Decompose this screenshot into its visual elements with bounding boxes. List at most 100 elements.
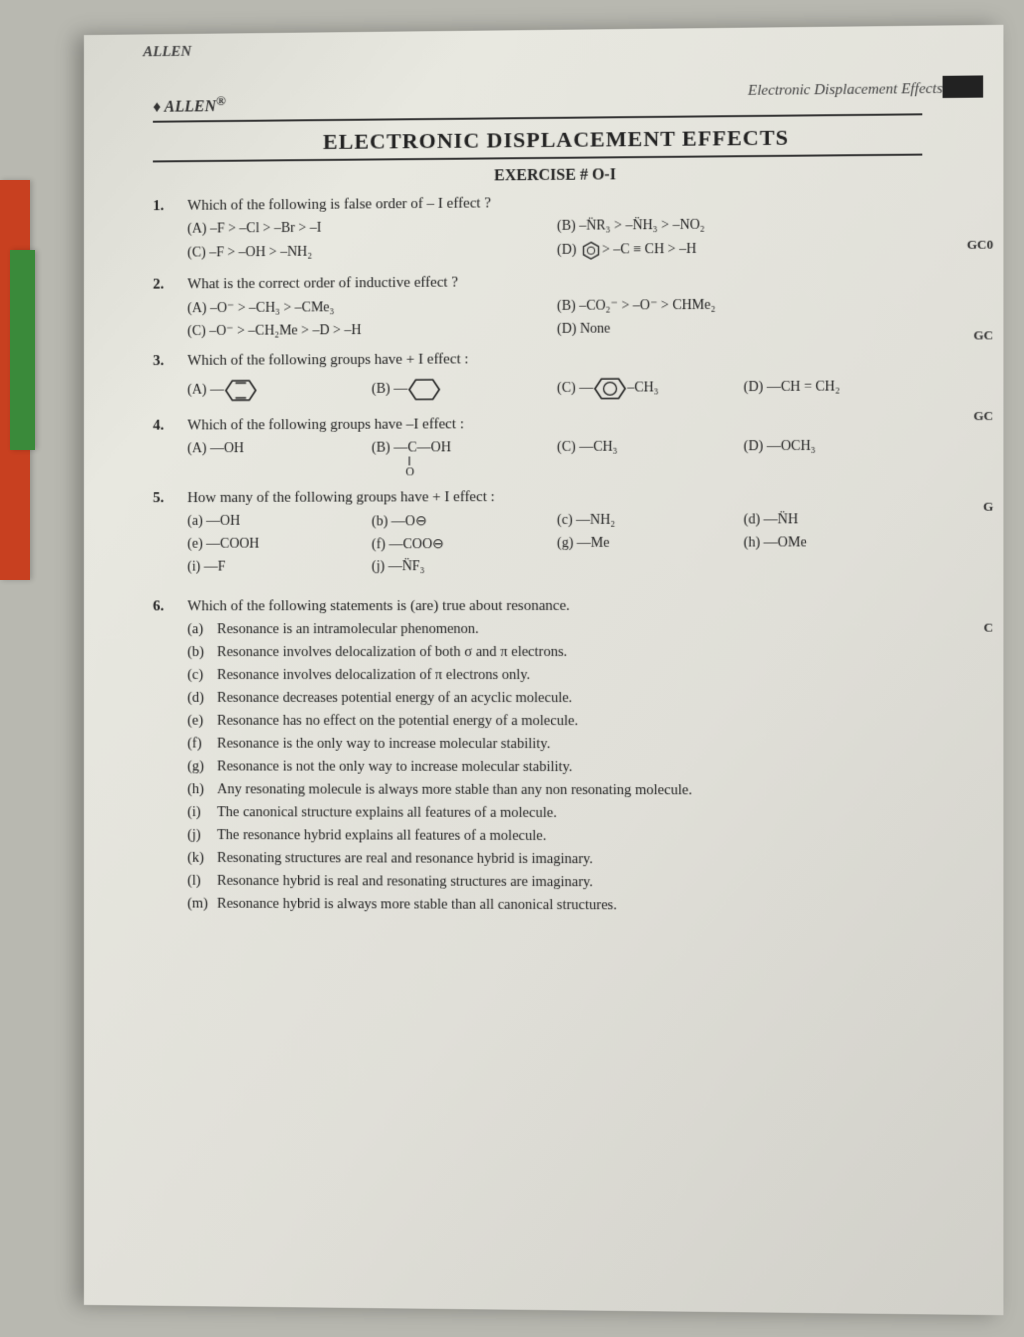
q6-stmt-text: Any resonating molecule is always more s… (217, 782, 692, 800)
q6-stmt-label: (d) (187, 690, 217, 707)
q6-stmt-text: Resonance is the only way to increase mo… (217, 736, 550, 753)
q4-num: 4. (153, 418, 188, 435)
q1-text: Which of the following is false order of… (187, 192, 962, 215)
q3-text: Which of the following groups have + I e… (187, 349, 962, 370)
side-tab-green (10, 250, 35, 450)
q5-opt-f: (f) —COO⊖ (372, 536, 557, 553)
q6-stmt-label: (j) (187, 827, 217, 844)
q6-stmt-label: (g) (187, 759, 217, 776)
q1-opt-b: (B) –N̈R₃ > –N̈H₃ > –NO₂ (557, 216, 931, 235)
q4-opt-c: (C) —CH₃ (557, 440, 744, 457)
q6-stmt: (i)The canonical structure explains all … (187, 804, 962, 823)
q6-stmt-label: (h) (187, 782, 217, 799)
page-title: ELECTRONIC DISPLACEMENT EFFECTS (153, 123, 963, 156)
q6-stmt-text: Resonance has no effect on the potential… (217, 713, 578, 730)
q5-opt-e: (e) —COOH (187, 537, 371, 554)
brand-top: ALLEN (143, 44, 192, 61)
q5-opt-b: (b) —O⊖ (372, 513, 557, 530)
q6-stmt-text: Resonance involves delocalization of bot… (217, 644, 567, 661)
q3-opt-d: (D) —CH = CH₂ (744, 373, 932, 402)
q3-a-label: (A) (187, 383, 206, 399)
q6-stmt-label: (l) (187, 873, 217, 890)
q6-stmt-text: Resonance is an intramolecular phenomeno… (217, 621, 479, 638)
page: ALLEN ♦ ALLEN® Electronic Displacement E… (84, 25, 1003, 1315)
q3-opt-a: (A) — (187, 376, 371, 405)
q6-stmt-text: Resonance hybrid is real and resonating … (217, 873, 593, 891)
q4-opt-d: (D) —OCH₃ (744, 439, 932, 456)
question-3: 3. Which of the following groups have + … (153, 349, 963, 370)
q4-opt-b: (B) — C ‖ O —OH (372, 440, 557, 457)
q4-b-o: O (406, 465, 415, 480)
edge-code-1: GC0 (967, 237, 993, 253)
q5-options: (a) —OH (b) —O⊖ (c) —NH₂ (d) —N̈H (e) —C… (187, 509, 962, 579)
edge-code-2: GC (973, 327, 993, 343)
q4-text: Which of the following groups have –I ef… (187, 414, 962, 434)
phenyl-icon (593, 375, 627, 403)
header-blackbox (943, 75, 984, 98)
edge-code-4: G (983, 499, 993, 515)
exercise-label: EXERCISE # O-I (153, 164, 963, 189)
q6-stmt-label: (m) (187, 896, 217, 913)
q6-stmt: (d)Resonance decreases potential energy … (187, 690, 962, 707)
q6-stmt-text: Resonating structures are real and reson… (217, 850, 593, 868)
q6-stmt-label: (c) (187, 667, 217, 684)
q1-opt-c: (C) –F > –OH > –NH₂ (187, 241, 557, 264)
question-6: 6. Which of the following statements is … (153, 598, 963, 616)
q1-d-suffix: > –C ≡ CH > –H (602, 242, 696, 259)
q3-opt-c: (C) — –CH₃ (557, 374, 744, 403)
q4-opt-a: (A) —OH (187, 441, 371, 458)
q5-text: How many of the following groups have + … (187, 488, 962, 507)
q3-b-label: (B) (372, 382, 391, 398)
q5-opt-j: (j) —N̈F₃ (372, 559, 557, 575)
q5-num: 5. (153, 490, 188, 507)
cyclohexyl-icon (408, 376, 442, 404)
benzene-icon (580, 241, 602, 261)
q2-opt-b: (B) –CO₂⁻ > –O⁻ > CHMe₂ (557, 296, 931, 315)
q2-opt-d: (D) None (557, 319, 931, 338)
q2-opt-a: (A) –O⁻ > –CH₃ > –CMe₃ (187, 298, 557, 317)
q2-options: (A) –O⁻ > –CH₃ > –CMe₃ (B) –CO₂⁻ > –O⁻ >… (187, 293, 962, 344)
q6-stmt: (h)Any resonating molecule is always mor… (187, 782, 962, 801)
edge-code-5: C (984, 620, 994, 636)
q4-options: (A) —OH (B) — C ‖ O —OH (C) —CH₃ (D) —OC… (187, 436, 962, 461)
question-5: 5. How many of the following groups have… (153, 488, 963, 507)
q6-text: Which of the following statements is (ar… (187, 598, 962, 616)
q6-stmt: (b)Resonance involves delocalization of … (187, 644, 962, 661)
q6-stmt: (a)Resonance is an intramolecular phenom… (187, 621, 962, 639)
question-1: 1. Which of the following is false order… (153, 192, 963, 216)
q6-stmt: (f)Resonance is the only way to increase… (187, 736, 962, 754)
q3-c-suffix: –CH₃ (627, 381, 658, 397)
q4-b-prefix: (B) — (372, 441, 408, 457)
q2-text: What is the correct order of inductive e… (187, 271, 962, 293)
q5-opt-g: (g) —Me (557, 536, 744, 553)
q6-stmt-text: Resonance is not the only way to increas… (217, 759, 572, 777)
q6-stmt-text: Resonance decreases potential energy of … (217, 690, 572, 707)
q5-opt-c: (c) —NH₂ (557, 513, 744, 531)
header-right: Electronic Displacement Effects (748, 81, 943, 100)
cyclohexadienyl-icon (224, 377, 258, 405)
q6-stmt-label: (a) (187, 622, 217, 639)
q1-opt-d: (D) > –C ≡ CH > –H (557, 238, 931, 261)
q6-stmt-label: (f) (187, 736, 217, 753)
q6-stmt: (e)Resonance has no effect on the potent… (187, 713, 962, 731)
q6-stmt-label: (i) (187, 804, 217, 821)
q2-opt-c: (C) –O⁻ > –CH₂Me > –D > –H (187, 321, 557, 340)
q6-stmt: (m)Resonance hybrid is always more stabl… (187, 896, 962, 916)
question-2: 2. What is the correct order of inductiv… (153, 271, 963, 293)
question-4: 4. Which of the following groups have –I… (153, 414, 963, 434)
q6-stmt-label: (b) (187, 644, 217, 661)
q1-d-prefix: (D) (557, 243, 576, 259)
edge-code-3: GC (973, 408, 993, 424)
q6-stmt: (l)Resonance hybrid is real and resonati… (187, 873, 962, 893)
q6-stmt-text: The canonical structure explains all fea… (217, 805, 557, 823)
q6-num: 6. (153, 599, 188, 616)
q1-num: 1. (153, 198, 188, 215)
q5-opt-i: (i) —F (187, 560, 371, 576)
q5-opt-d: (d) —N̈H (744, 512, 932, 530)
q6-stmt: (g)Resonance is not the only way to incr… (187, 759, 962, 777)
q3-opt-b: (B) — (372, 375, 557, 404)
q5-opt-h: (h) —OMe (744, 535, 932, 552)
q4-b-suffix: —OH (417, 441, 451, 457)
q6-stmt-text: Resonance involves delocalization of π e… (217, 667, 530, 684)
q1-options: (A) –F > –Cl > –Br > –I (B) –N̈R₃ > –N̈H… (187, 213, 962, 267)
